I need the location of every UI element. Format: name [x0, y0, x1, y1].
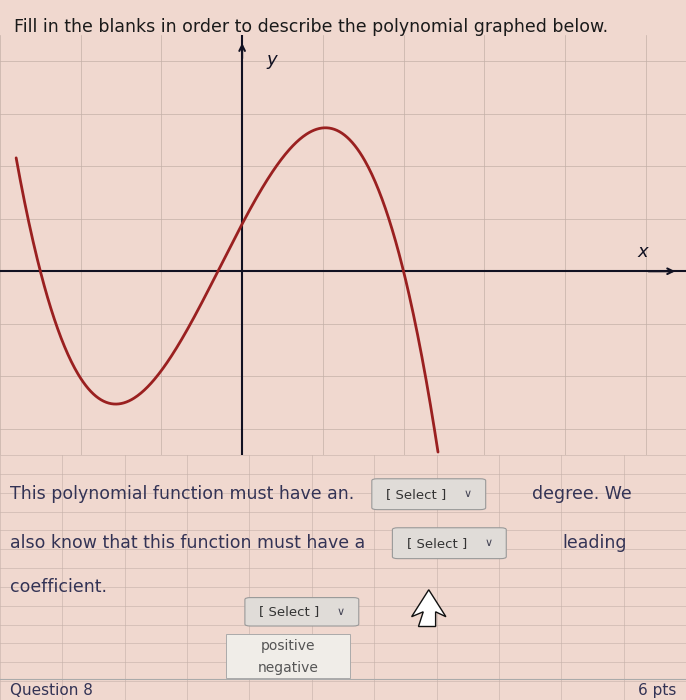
Text: Fill in the blanks in order to describe the polynomial graphed below.: Fill in the blanks in order to describe …: [14, 18, 608, 36]
Text: [ Select ]: [ Select ]: [407, 537, 467, 550]
Text: coefficient.: coefficient.: [10, 578, 107, 596]
Text: Question 8: Question 8: [10, 682, 93, 698]
Text: leading: leading: [563, 534, 627, 552]
Text: ∨: ∨: [337, 607, 345, 617]
Text: positive: positive: [261, 639, 316, 653]
Polygon shape: [412, 589, 446, 626]
Text: 6 pts: 6 pts: [638, 682, 676, 698]
Text: ∨: ∨: [484, 538, 493, 548]
Text: also know that this function must have a: also know that this function must have a: [10, 534, 366, 552]
Text: degree. We: degree. We: [532, 485, 631, 503]
FancyBboxPatch shape: [245, 598, 359, 626]
Text: [ Select ]: [ Select ]: [259, 606, 320, 618]
Text: negative: negative: [258, 661, 318, 675]
Text: ∨: ∨: [464, 489, 472, 499]
Text: This polynomial function must have an.: This polynomial function must have an.: [10, 485, 355, 503]
Text: x: x: [637, 243, 648, 261]
FancyBboxPatch shape: [372, 479, 486, 510]
Text: [ Select ]: [ Select ]: [386, 488, 447, 500]
FancyBboxPatch shape: [392, 528, 506, 559]
FancyBboxPatch shape: [226, 634, 350, 678]
Text: y: y: [266, 51, 277, 69]
